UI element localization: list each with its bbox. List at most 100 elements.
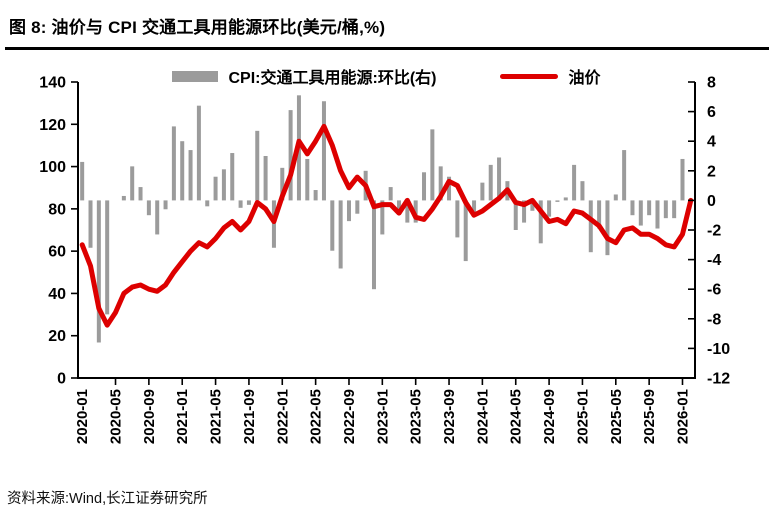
- bar-2021-02: [188, 150, 193, 201]
- x-axis-tick-label: 2022-01: [274, 389, 291, 444]
- bar-2022-01: [280, 167, 285, 201]
- bar-2023-11: [463, 200, 468, 262]
- left-axis-tick-label: 80: [48, 201, 66, 218]
- x-axis-tick-label: 2023-05: [408, 389, 425, 444]
- bar-2024-09: [547, 200, 552, 217]
- x-axis-tick-label: 2020-09: [141, 389, 158, 444]
- left-axis-tick-label: 60: [48, 244, 66, 261]
- x-axis-tick-label: 2021-09: [241, 389, 258, 444]
- x-axis-tick-label: 2023-09: [441, 389, 458, 444]
- bar-2024-08: [538, 200, 543, 244]
- left-axis-tick-label: 100: [39, 159, 66, 176]
- bar-2024-05: [513, 200, 518, 230]
- bar-2023-01: [380, 200, 385, 235]
- bar-2022-04: [305, 158, 310, 201]
- x-axis-tick-label: 2026-01: [674, 389, 691, 444]
- x-axis-tick-label: 2025-09: [641, 389, 658, 444]
- x-axis-tick-label: 2025-05: [608, 389, 625, 444]
- bar-2023-08: [438, 166, 443, 201]
- right-axis-tick-label: 4: [707, 134, 716, 151]
- bar-2021-09: [246, 200, 251, 205]
- bar-2025-06: [622, 150, 627, 201]
- bar-2024-03: [497, 157, 502, 201]
- right-axis-tick-label: -2: [707, 223, 721, 240]
- bar-2021-06: [221, 169, 226, 201]
- bar-2022-08: [338, 200, 343, 269]
- bar-2020-04: [105, 200, 110, 315]
- bar-2020-11: [163, 200, 168, 210]
- bar-2022-12: [371, 200, 376, 290]
- right-axis-tick-label: -6: [707, 282, 721, 299]
- bar-2024-06: [522, 200, 527, 223]
- x-axis-tick-label: 2024-05: [508, 389, 525, 444]
- bar-2023-09: [447, 176, 452, 201]
- bar-2023-10: [455, 200, 460, 238]
- left-axis-tick-label: 140: [39, 75, 66, 92]
- left-axis-tick-label: 20: [48, 328, 66, 345]
- x-axis-tick-label: 2020-05: [108, 389, 125, 444]
- bar-2025-07: [630, 200, 635, 216]
- bar-2020-10: [155, 200, 160, 235]
- bar-2023-03: [397, 200, 402, 210]
- bar-2026-01: [680, 158, 685, 201]
- right-axis-tick-label: 6: [707, 104, 716, 121]
- right-axis-tick-label: 0: [707, 193, 716, 210]
- bar-2021-11: [263, 156, 268, 201]
- bar-2020-03: [96, 200, 101, 343]
- bar-2021-08: [238, 200, 243, 208]
- bar-2022-05: [313, 190, 318, 201]
- right-axis-tick-label: -10: [707, 341, 730, 358]
- bar-2025-10: [655, 200, 660, 229]
- bar-2024-01: [480, 182, 485, 201]
- bar-2021-10: [255, 130, 260, 201]
- bar-2023-06: [422, 172, 427, 201]
- bar-2021-01: [180, 141, 185, 201]
- bar-2025-04: [605, 200, 610, 256]
- bar-2024-10: [555, 200, 560, 202]
- bar-2022-09: [346, 200, 351, 222]
- bar-2025-05: [613, 194, 618, 201]
- right-axis-tick-label: -12: [707, 371, 730, 388]
- bar-2025-12: [672, 200, 677, 219]
- bar-2021-04: [205, 200, 210, 207]
- x-axis-tick-label: 2024-09: [541, 389, 558, 444]
- x-axis-tick-label: 2025-01: [574, 389, 591, 444]
- bar-2025-01: [580, 181, 585, 201]
- bar-2025-08: [638, 200, 643, 226]
- chart-area: 0 20 40 60 80 100 120 140 -12 -10 -8 -6 -4 -2 0 2 4 6 8 202…: [0, 48, 774, 468]
- x-axis-tick-label: 2020-01: [74, 389, 91, 444]
- chart-canvas: 0 20 40 60 80 100 120 140 -12 -10 -8 -6 -4 -2 0 2 4 6 8 202…: [39, 75, 730, 445]
- x-axis-tick-label: 2022-09: [341, 389, 358, 444]
- bar-2020-12: [171, 126, 176, 201]
- bar-2024-12: [572, 164, 577, 201]
- bar-2025-09: [647, 200, 652, 216]
- bar-2020-06: [121, 195, 126, 201]
- bar-2021-12: [271, 200, 276, 248]
- bar-2022-10: [355, 200, 360, 214]
- x-axis-tick-label: 2023-01: [374, 389, 391, 444]
- bar-2024-11: [563, 197, 568, 201]
- left-axis-tick-label: 120: [39, 117, 66, 134]
- bar-2020-08: [138, 187, 143, 201]
- bar-2020-09: [146, 200, 151, 216]
- bar-2020-02: [88, 200, 93, 248]
- bar-2025-02: [588, 200, 593, 253]
- x-axis-tick-label: 2021-01: [174, 389, 191, 444]
- bar-2023-12: [472, 200, 477, 217]
- bar-2021-05: [213, 176, 218, 201]
- bar-2023-07: [430, 129, 435, 201]
- bar-2022-06: [321, 101, 326, 201]
- data-source-note: 资料来源:Wind,长江证券研究所: [7, 491, 208, 507]
- figure-title-block: 图 8: 油价与 CPI 交通工具用能源环比(美元/桶,%): [5, 0, 769, 50]
- x-axis-tick-label: 2024-01: [474, 389, 491, 444]
- bar-2025-03: [597, 200, 602, 229]
- oil-price-line: [79, 123, 694, 328]
- figure-title: 图 8: 油价与 CPI 交通工具用能源环比(美元/桶,%): [9, 18, 386, 37]
- right-axis-tick-label: -8: [707, 311, 721, 328]
- bar-2023-04: [405, 200, 410, 223]
- bar-2024-07: [530, 200, 535, 211]
- bar-2023-05: [413, 200, 418, 223]
- bar-2023-02: [388, 187, 393, 201]
- left-axis-tick-label: 0: [57, 371, 66, 388]
